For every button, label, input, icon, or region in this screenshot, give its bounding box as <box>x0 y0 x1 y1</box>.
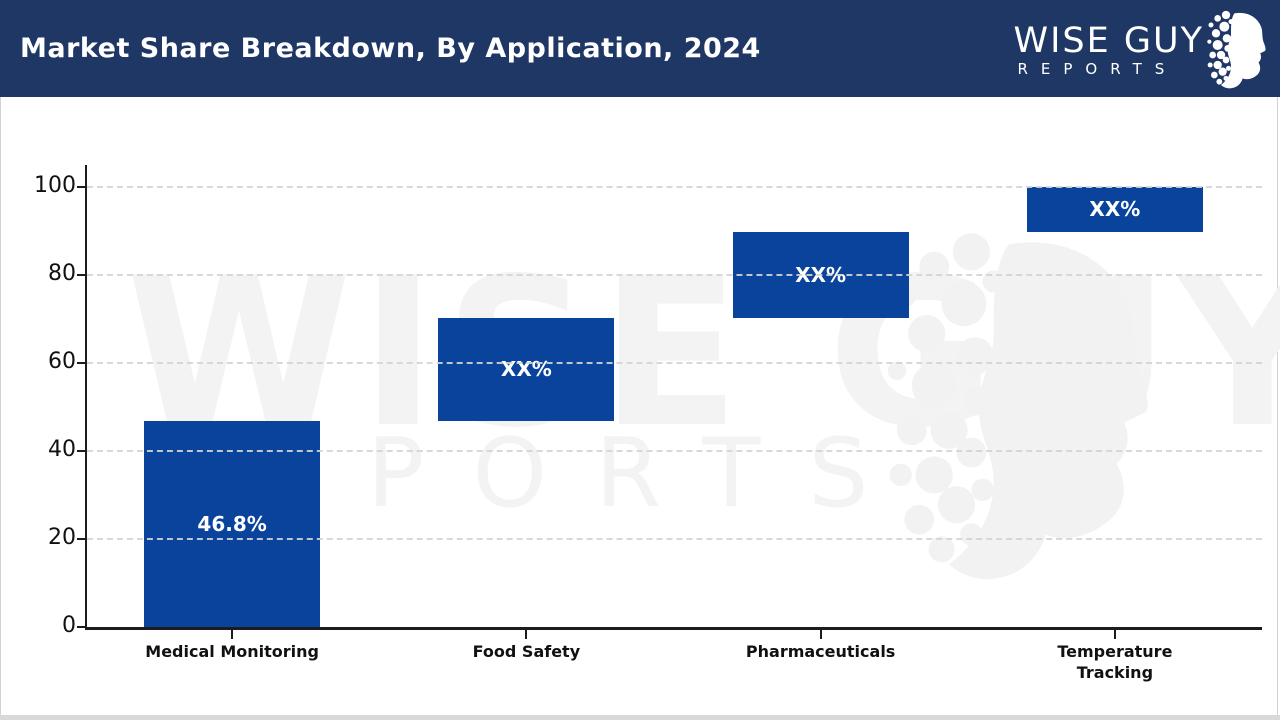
category-label-temperature-tracking: Temperature Tracking <box>1057 642 1173 682</box>
y-tick-label-100: 100 <box>34 173 76 198</box>
y-tick-mark-100 <box>77 186 85 188</box>
x-tick-mark-food-safety <box>525 630 528 639</box>
bar-label-medical-monitoring: 46.8% <box>197 512 267 537</box>
x-tick-mark-medical-monitoring <box>231 630 234 639</box>
gridline-80 <box>87 274 1262 276</box>
y-tick-mark-0 <box>77 626 85 628</box>
wise-guy-logo: WISE GUY REPORTS <box>1013 6 1266 94</box>
page-title: Market Share Breakdown, By Application, … <box>20 33 761 64</box>
y-tick-label-40: 40 <box>48 437 76 462</box>
x-tick-mark-pharmaceuticals <box>819 630 822 639</box>
y-tick-mark-80 <box>77 274 85 276</box>
y-tick-mark-40 <box>77 450 85 452</box>
logo-text: WISE GUY REPORTS <box>1013 22 1204 78</box>
y-tick-label-20: 20 <box>48 525 76 550</box>
y-tick-mark-20 <box>77 538 85 540</box>
bar-medical-monitoring: 46.8% <box>144 421 321 627</box>
category-label-medical-monitoring: Medical Monitoring <box>145 642 319 661</box>
bar-food-safety: XX% <box>438 317 615 422</box>
bar-label-food-safety: XX% <box>500 357 552 382</box>
logo-subtext: REPORTS <box>1017 60 1178 78</box>
wise-guy-head-icon <box>1206 8 1266 92</box>
gridline-20 <box>87 538 1262 540</box>
y-tick-label-80: 80 <box>48 261 76 286</box>
x-tick-mark-temperature-tracking <box>1113 630 1116 639</box>
gridline-40 <box>87 450 1262 452</box>
logo-wordmark: WISE GUY <box>1013 21 1204 61</box>
y-tick-label-0: 0 <box>62 613 76 638</box>
gridline-100 <box>87 186 1262 188</box>
category-label-pharmaceuticals: Pharmaceuticals <box>745 642 896 661</box>
footer-strip <box>0 715 1280 720</box>
x-axis <box>85 627 1262 630</box>
y-tick-mark-60 <box>77 362 85 364</box>
bar-label-temperature-tracking: XX% <box>1089 197 1141 222</box>
y-tick-label-60: 60 <box>48 349 76 374</box>
category-label-food-safety: Food Safety <box>472 642 581 661</box>
y-axis <box>85 165 87 630</box>
bar-temperature-tracking: XX% <box>1026 187 1203 232</box>
gridline-60 <box>87 362 1262 364</box>
header: Market Share Breakdown, By Application, … <box>0 0 1280 97</box>
